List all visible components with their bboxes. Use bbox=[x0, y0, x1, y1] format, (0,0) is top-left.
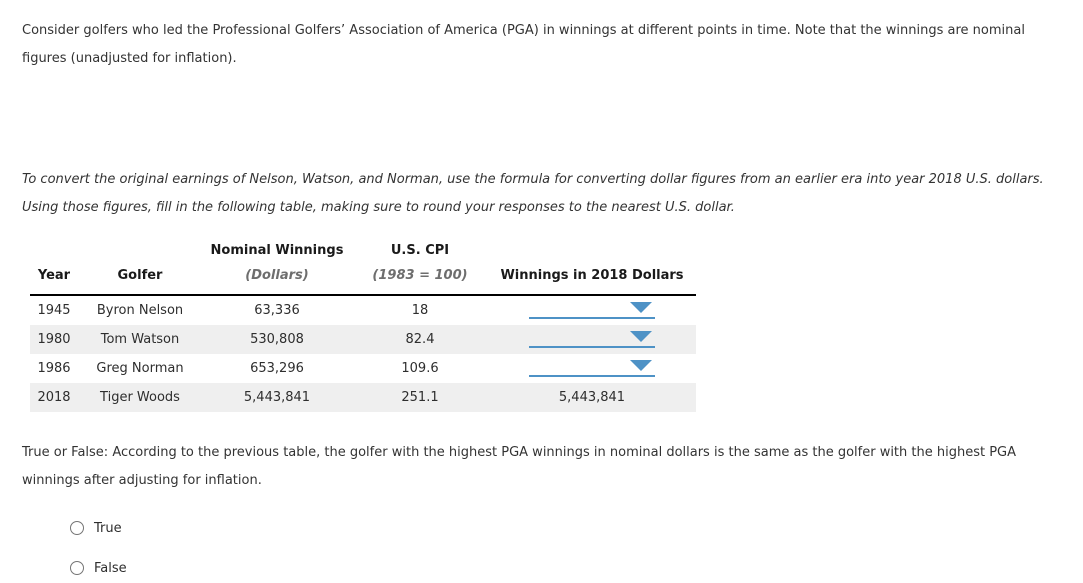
instruction-paragraph: To convert the original earnings of Nels… bbox=[22, 172, 1044, 215]
cpi-value: 109.6 bbox=[401, 361, 439, 376]
header-winnings-2018: Winnings in 2018 Dollars bbox=[500, 268, 684, 283]
table-row-1986: 1986 Greg Norman 653,296 109.6 bbox=[30, 354, 696, 383]
header-golfer: Golfer bbox=[117, 268, 163, 283]
table-header-row: Year Golfer Nominal Winnings (Dollars) U… bbox=[30, 238, 696, 296]
dropdown-arrow-icon bbox=[630, 331, 652, 342]
nominal-winnings-value: 530,808 bbox=[250, 332, 304, 347]
header-us-cpi: U.S. CPI (1983 = 100) bbox=[372, 243, 468, 283]
intro-paragraph: Consider golfers who led the Professiona… bbox=[22, 23, 1025, 66]
cpi-value: 82.4 bbox=[405, 332, 435, 347]
winnings-2018-dropdown-1986[interactable] bbox=[529, 360, 655, 377]
golfer-name: Tom Watson bbox=[100, 332, 180, 347]
winnings-2018-cell bbox=[488, 302, 696, 319]
false-radio-label: False bbox=[94, 560, 127, 576]
year-value: 2018 bbox=[37, 390, 71, 405]
table-row-1980: 1980 Tom Watson 530,808 82.4 bbox=[30, 325, 696, 354]
year-value: 1986 bbox=[37, 361, 71, 376]
golfer-name: Tiger Woods bbox=[100, 390, 180, 405]
false-option[interactable]: False bbox=[70, 560, 1061, 576]
true-false-question: True or False: According to the previous… bbox=[22, 445, 1017, 488]
dropdown-arrow-icon bbox=[630, 360, 652, 371]
dropdown-arrow-icon bbox=[630, 302, 652, 313]
true-radio-label: True bbox=[94, 520, 122, 536]
golfer-name: Greg Norman bbox=[96, 361, 184, 376]
table-row-2018: 2018 Tiger Woods 5,443,841 251.1 5,443,8… bbox=[30, 383, 696, 412]
winnings-2018-dropdown-1945[interactable] bbox=[529, 302, 655, 319]
nominal-winnings-value: 653,296 bbox=[250, 361, 304, 376]
table-row-1945: 1945 Byron Nelson 63,336 18 bbox=[30, 296, 696, 325]
header-year: Year bbox=[37, 268, 71, 283]
true-radio[interactable] bbox=[70, 521, 84, 535]
year-value: 1945 bbox=[37, 303, 71, 318]
true-option[interactable]: True bbox=[70, 520, 1061, 536]
winnings-2018-dropdown-1980[interactable] bbox=[529, 331, 655, 348]
false-radio[interactable] bbox=[70, 561, 84, 575]
golfer-name: Byron Nelson bbox=[96, 303, 184, 318]
year-value: 1980 bbox=[37, 332, 71, 347]
winnings-2018-value: 5,443,841 bbox=[558, 390, 626, 405]
true-false-options: True False bbox=[70, 520, 1061, 576]
cpi-value: 251.1 bbox=[401, 390, 439, 405]
nominal-winnings-value: 5,443,841 bbox=[243, 390, 311, 405]
cpi-value: 18 bbox=[411, 303, 429, 318]
header-nominal-winnings: Nominal Winnings (Dollars) bbox=[210, 243, 344, 283]
winnings-2018-cell bbox=[488, 360, 696, 377]
nominal-winnings-value: 63,336 bbox=[254, 303, 300, 318]
winnings-2018-cell bbox=[488, 331, 696, 348]
winnings-table: Year Golfer Nominal Winnings (Dollars) U… bbox=[30, 238, 696, 412]
